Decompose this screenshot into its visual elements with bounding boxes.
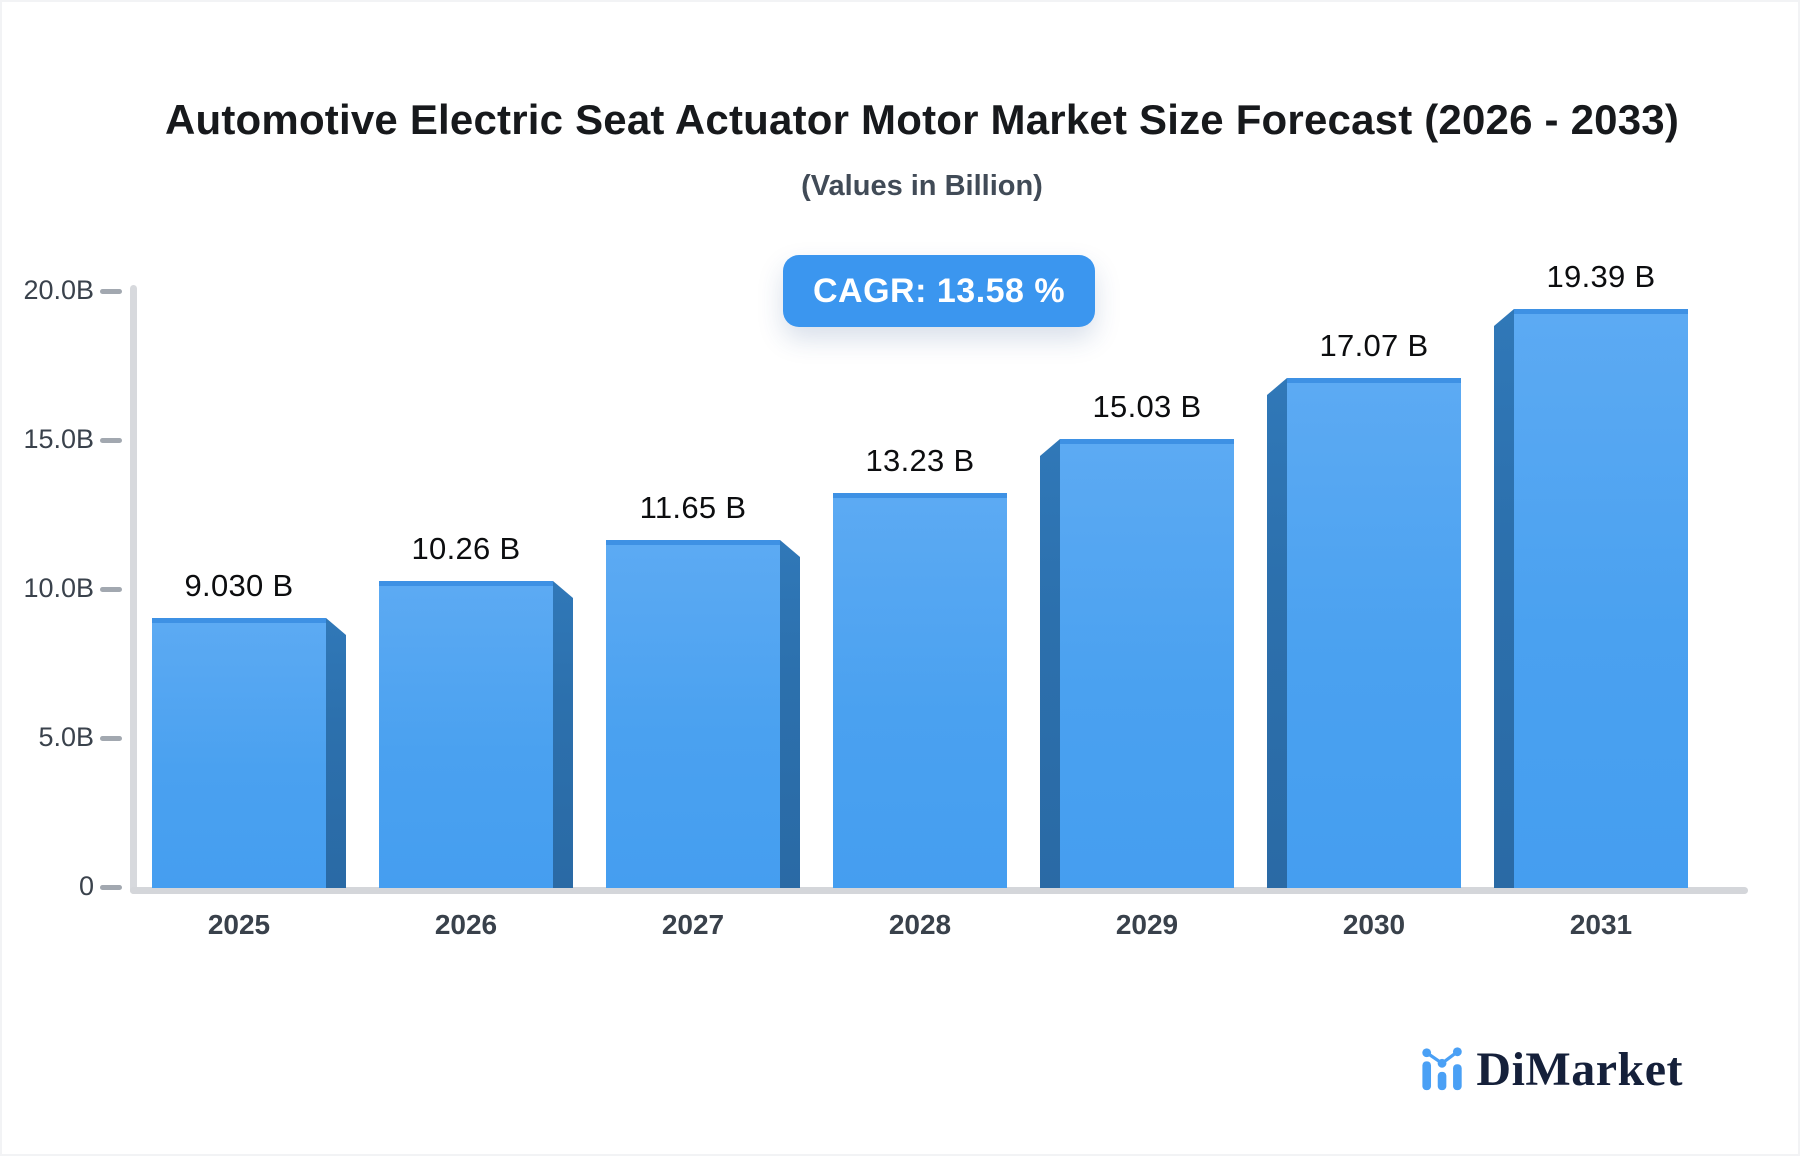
- y-axis-tick-label: 0: [78, 871, 94, 901]
- x-axis-label-2027: 2027: [661, 909, 725, 940]
- bar-side-2025: [326, 618, 346, 888]
- bar-value-label-2029: 15.03 B: [1092, 389, 1202, 424]
- logo-text: DiMarket: [1476, 1043, 1683, 1096]
- bar-side-2030: [1267, 378, 1287, 888]
- bar-value-label-2025: 9.030 B: [184, 568, 294, 603]
- y-axis-tick-label: 10.0B: [23, 573, 94, 603]
- bar-side-2027: [780, 540, 800, 888]
- x-axis-label-2030: 2030: [1342, 909, 1406, 940]
- cagr-badge: CAGR: 13.58 %: [783, 255, 1096, 327]
- y-tick-dash: [100, 885, 122, 890]
- bar-side-2031: [1494, 309, 1514, 888]
- page-subtitle: (Values in Billion): [801, 170, 1043, 202]
- bar-2027[interactable]: [606, 540, 780, 888]
- y-axis-line: [130, 285, 137, 894]
- y-axis-tick-label: 15.0B: [23, 424, 94, 454]
- bar-2028[interactable]: [833, 493, 1007, 888]
- bar-side-2029: [1040, 439, 1060, 888]
- x-axis-label-2028: 2028: [888, 909, 952, 940]
- bar-value-label-2027: 11.65 B: [639, 490, 747, 525]
- dimarket-logo: DiMarket: [1420, 1042, 1683, 1097]
- cagr-badge-label: CAGR: 13.58 %: [813, 271, 1066, 310]
- y-tick-dash: [100, 289, 122, 294]
- x-axis-label-2029: 2029: [1115, 909, 1179, 940]
- bar-value-label-2028: 13.23 B: [865, 443, 975, 478]
- bar-side-2026: [553, 581, 573, 888]
- x-axis-line: [130, 887, 1748, 894]
- bar-chart-logo-icon: [1422, 1046, 1463, 1090]
- bar-2025[interactable]: [152, 618, 326, 888]
- x-axis-label-2026: 2026: [434, 909, 498, 940]
- bar-2030[interactable]: [1287, 378, 1461, 888]
- y-tick-dash: [100, 438, 122, 443]
- bar-value-label-2030: 17.07 B: [1319, 328, 1429, 363]
- x-axis-label-2025: 2025: [207, 909, 271, 940]
- bar-value-label-2031: 19.39 B: [1546, 259, 1656, 294]
- page-title: Automotive Electric Seat Actuator Motor …: [164, 96, 1680, 143]
- y-axis-tick-label: 5.0B: [38, 722, 94, 752]
- y-tick-dash: [100, 736, 122, 741]
- y-axis-tick-label: 20.0B: [23, 275, 94, 305]
- bar-value-label-2026: 10.26 B: [411, 531, 521, 566]
- x-axis-label-2031: 2031: [1569, 909, 1633, 940]
- bar-2029[interactable]: [1060, 439, 1234, 888]
- y-tick-dash: [100, 587, 122, 592]
- bar-2026[interactable]: [379, 581, 553, 888]
- bar-2031[interactable]: [1514, 309, 1688, 888]
